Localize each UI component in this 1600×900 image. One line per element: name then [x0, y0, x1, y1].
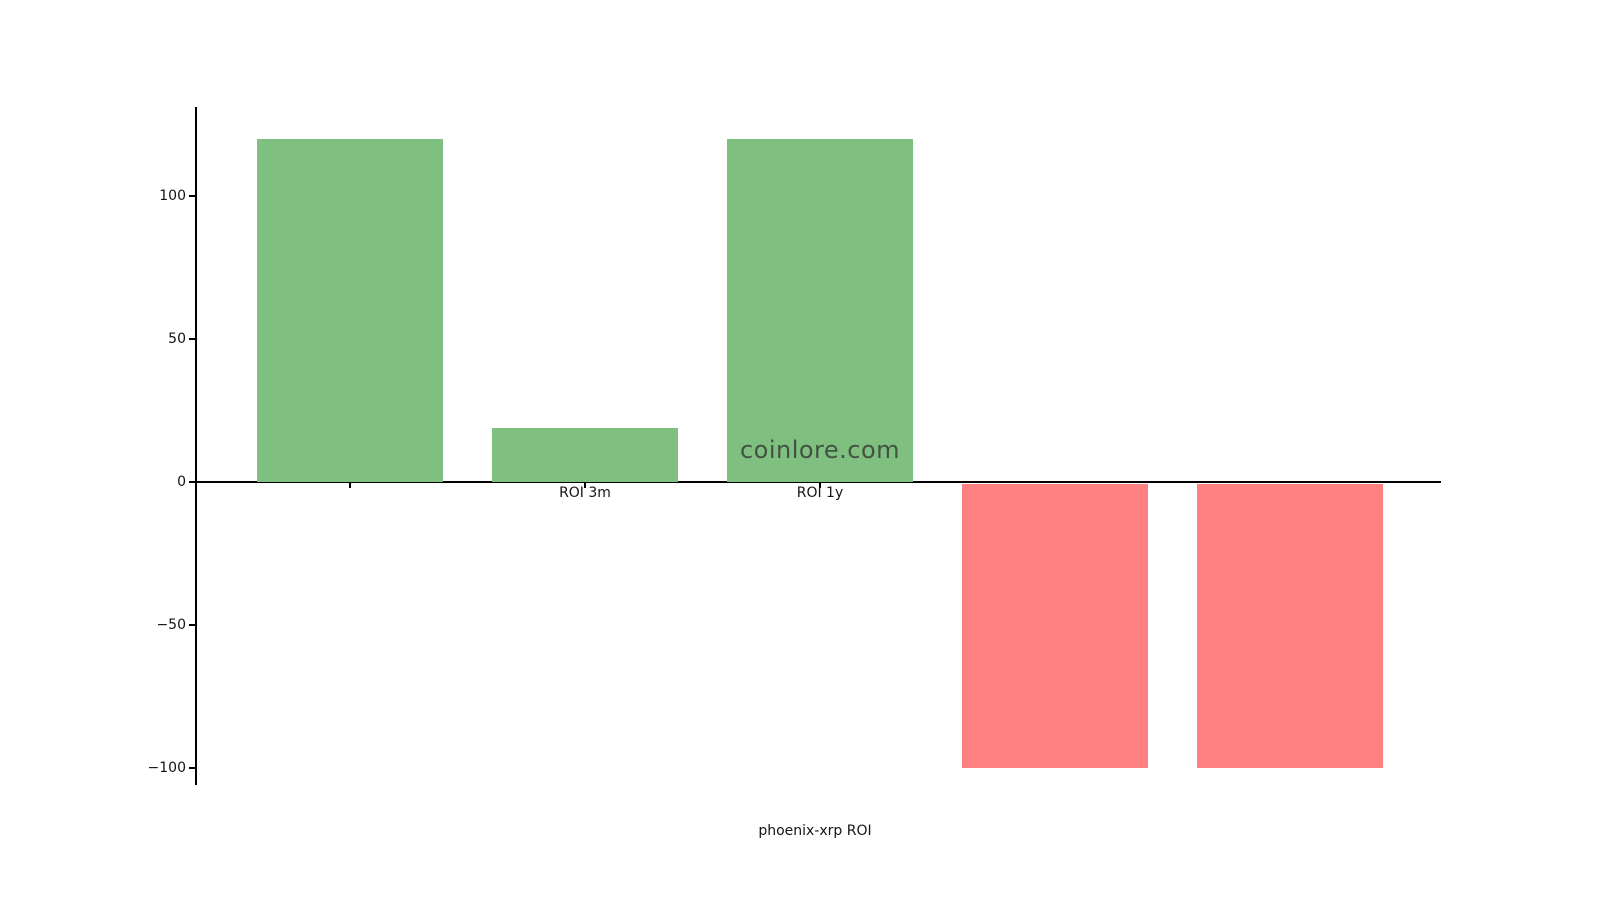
y-tick-mark [189, 481, 195, 483]
y-tick-label: 100 [159, 188, 186, 204]
y-tick-mark [189, 767, 195, 769]
x-tick-mark [349, 483, 351, 488]
y-tick-label: −50 [156, 617, 186, 633]
watermark-text: coinlore.com [739, 436, 901, 464]
y-axis-spine [195, 107, 197, 785]
bar-1 [257, 138, 443, 482]
y-tick-mark [189, 338, 195, 340]
bar-4 [962, 483, 1148, 768]
x-axis-zero-line [195, 481, 1441, 483]
x-tick-label-roi-3m: ROI 3m [559, 485, 611, 501]
y-tick-mark [189, 624, 195, 626]
y-tick-mark [189, 195, 195, 197]
bar-5 [1197, 483, 1383, 768]
bar-3-roi-1y [727, 138, 913, 482]
x-tick-label-roi-1y: ROI 1y [796, 485, 844, 501]
y-tick-label: 50 [168, 331, 186, 347]
x-tick-mark [819, 483, 821, 488]
y-tick-label: 0 [177, 474, 186, 490]
y-tick-label: −100 [147, 760, 186, 776]
chart-title: phoenix-xrp ROI [758, 823, 872, 839]
x-tick-mark [584, 483, 586, 488]
bar-2-roi-3m [492, 427, 678, 482]
